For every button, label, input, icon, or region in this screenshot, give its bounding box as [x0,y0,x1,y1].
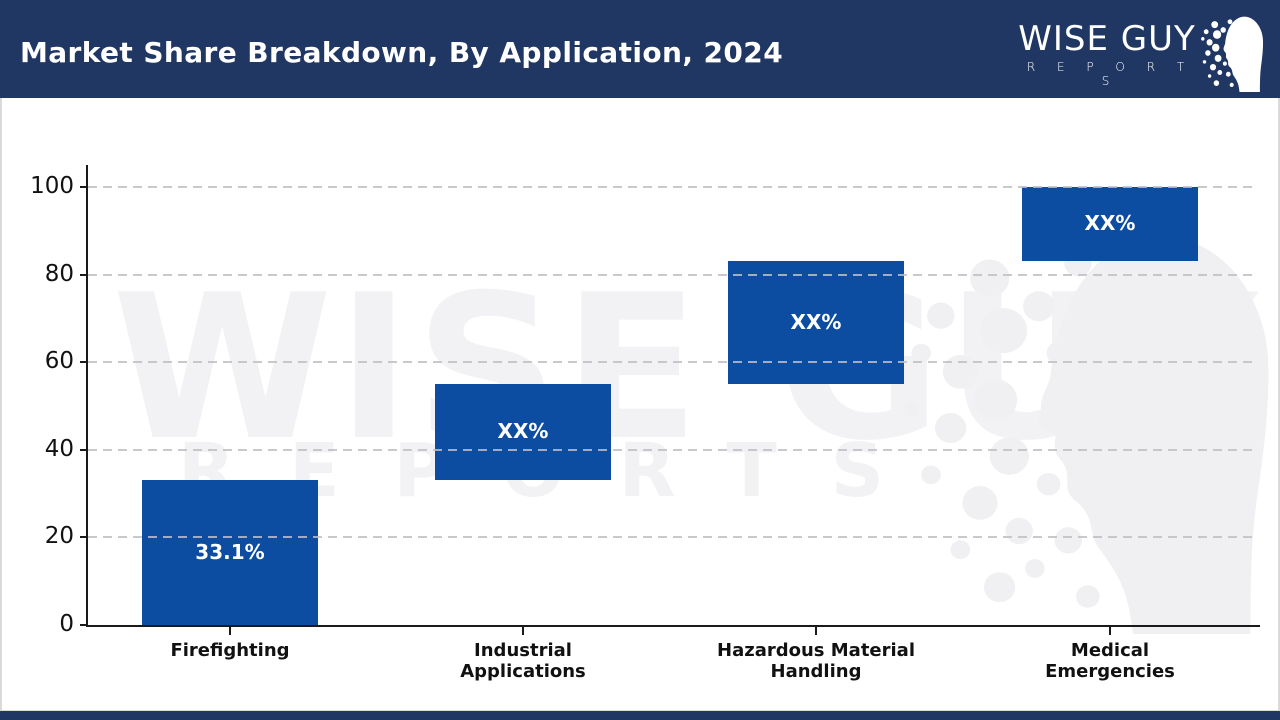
logo-wordmark: WISE GUY [1018,19,1196,59]
y-axis-label-80: 80 [44,260,74,287]
y-tick-0 [80,624,87,626]
gridline-20 [88,536,1258,539]
gridline-100 [88,186,1258,188]
logo-subtext: R E P O R T S [1026,60,1194,88]
gridline-40 [88,448,1258,451]
x-tick-firefighting [229,627,231,635]
logo-text: WISE GUY R E P O R T S [1016,20,1198,88]
x-axis-label-industrial-applications: Industrial Applications [460,640,586,682]
wise-guy-reports-logo: WISE GUY R E P O R T S [1016,6,1266,92]
gridline-80 [88,273,1258,276]
bar-firefighting [142,480,318,625]
y-axis-label-100: 100 [30,173,74,199]
y-tick-100 [80,186,87,188]
x-tick-hazardous-material-handling [815,627,817,635]
footer-bar [0,711,1280,720]
bar-hazardous-material-handling [728,261,904,385]
y-tick-20 [80,536,87,539]
bar-value-label-medical-emergencies: XX% [1084,211,1136,236]
bar-industrial-applications [435,384,611,481]
y-axis-label-40: 40 [44,435,74,462]
bar-medical-emergencies [1022,187,1198,262]
y-tick-80 [80,273,87,276]
bar-value-label-hazardous-material-handling: XX% [790,309,842,334]
logo-head-icon [1201,16,1264,92]
y-tick-60 [80,361,87,364]
y-axis-label-60: 60 [44,348,74,375]
page-title: Market Share Breakdown, By Application, … [20,36,784,69]
x-axis-label-hazardous-material-handling: Hazardous Material Handling [717,640,915,682]
x-axis-label-firefighting: Firefighting [170,640,290,661]
y-axis-label-0: 0 [59,611,74,637]
x-tick-industrial-applications [522,627,524,635]
bar-value-label-firefighting: 33.1% [195,539,265,564]
gridline-60 [88,361,1258,364]
bar-value-label-industrial-applications: XX% [497,419,549,444]
x-tick-medical-emergencies [1109,627,1111,635]
watermark-head-logo-icon [895,235,1269,634]
y-tick-40 [80,448,87,451]
x-axis-label-medical-emergencies: Medical Emergencies [1045,640,1175,682]
x-axis-line [86,625,1260,627]
y-axis-line [86,165,88,627]
y-axis-label-20: 20 [44,523,74,550]
header-banner: Market Share Breakdown, By Application, … [0,0,1280,98]
